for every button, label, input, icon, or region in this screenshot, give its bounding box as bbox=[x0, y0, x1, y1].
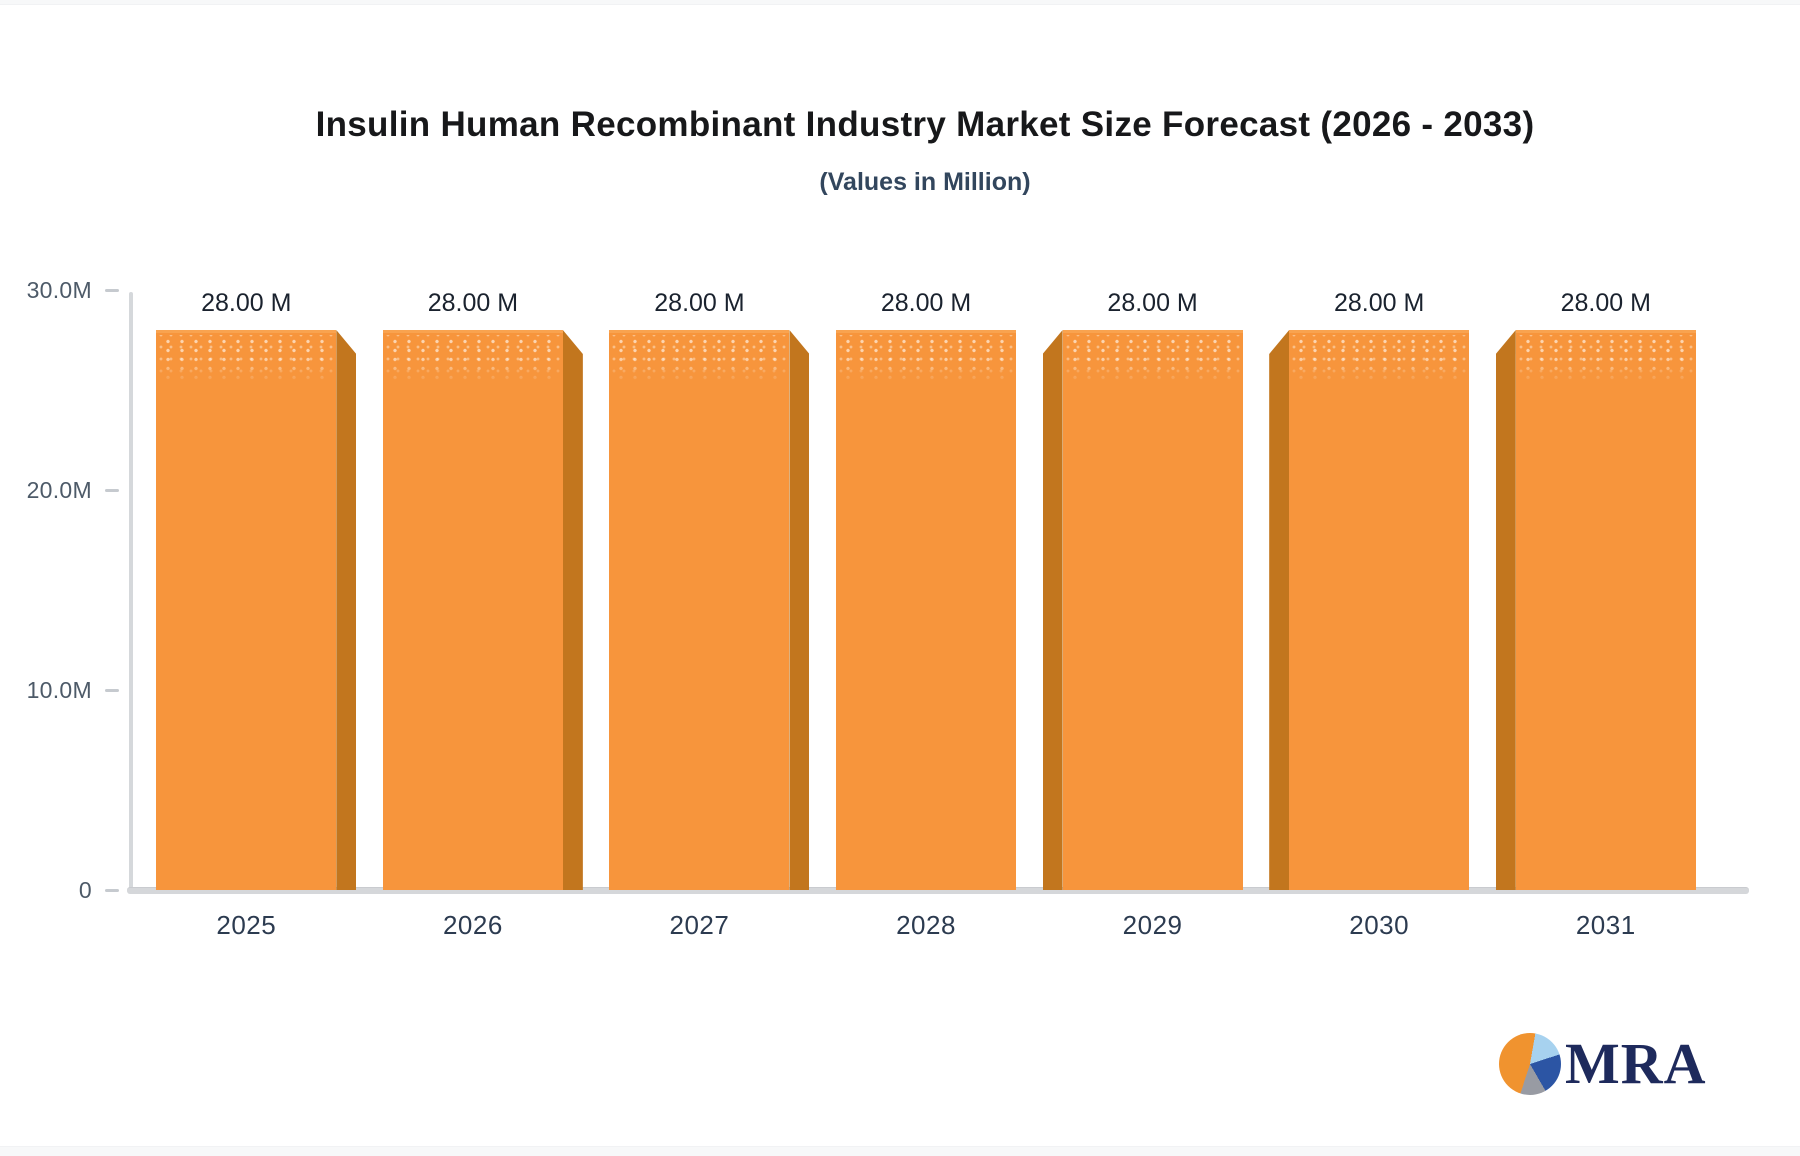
x-axis-label-2025: 2025 bbox=[216, 910, 277, 940]
x-axis-labels: 2025 2026 2027 2028 2029 2030 2031 bbox=[133, 910, 1719, 941]
x-axis-label-2026: 2026 bbox=[442, 910, 503, 940]
y-tick-label: 10.0M bbox=[26, 676, 92, 703]
bar-2025-side-face bbox=[336, 330, 357, 890]
bar-group-2027: 28.00 M bbox=[586, 289, 813, 890]
bar-value-label-2029: 28.00 M bbox=[1107, 289, 1198, 317]
y-tick-30.0M: 30.0M bbox=[0, 274, 119, 306]
y-tick-mark bbox=[105, 688, 119, 692]
bar-2030-side-face bbox=[1269, 330, 1290, 890]
bar-value-label-2030: 28.00 M bbox=[1334, 289, 1425, 317]
bar-group-2029: 28.00 M bbox=[1039, 289, 1266, 890]
y-tick-label: 20.0M bbox=[26, 476, 92, 503]
bar-group-2026: 28.00 M bbox=[360, 289, 587, 890]
y-tick-mark bbox=[105, 288, 119, 292]
x-axis-label-2030: 2030 bbox=[1349, 910, 1410, 940]
x-axis-label-2028: 2028 bbox=[896, 910, 956, 940]
bar-value-label-2027: 28.00 M bbox=[654, 289, 745, 317]
bar-value-label-2031: 28.00 M bbox=[1560, 289, 1651, 317]
logo-text: MRA bbox=[1565, 1031, 1707, 1096]
bar-2027-side-face bbox=[789, 330, 810, 890]
bar-2029-side-face bbox=[1042, 330, 1063, 890]
plot-area: 28.00 M 28.00 M 28.00 M 28.00 M 28.00 M 28.00… bbox=[133, 289, 1719, 890]
bar-group-2030: 28.00 M bbox=[1266, 289, 1493, 890]
bar-group-2025: 28.00 M bbox=[133, 289, 360, 890]
bar-2026-side-face bbox=[562, 330, 583, 890]
y-tick-mark bbox=[105, 888, 119, 892]
bar-2030[interactable] bbox=[1289, 330, 1470, 890]
bar-2027[interactable] bbox=[609, 330, 790, 890]
bar-2031-side-face bbox=[1495, 330, 1516, 890]
chart-title: Insulin Human Recombinant Industry Marke… bbox=[315, 105, 1535, 144]
bottom-edge-divider bbox=[0, 1146, 1800, 1156]
mra-logo: MRA bbox=[1499, 1033, 1707, 1095]
bar-2029[interactable] bbox=[1062, 330, 1243, 890]
chart-header: Insulin Human Recombinant Industry Marke… bbox=[130, 104, 1720, 197]
pie-chart-logo-icon bbox=[1499, 1033, 1561, 1095]
chart-subtitle: (Values in Million) bbox=[819, 168, 1031, 196]
bar-2028[interactable] bbox=[836, 330, 1017, 890]
y-tick-label: 30.0M bbox=[26, 276, 92, 303]
y-axis-line bbox=[129, 292, 133, 890]
x-axis-label-2029: 2029 bbox=[1122, 910, 1183, 940]
y-tick-10.0M: 10.0M bbox=[0, 674, 119, 706]
y-tick-label: 0 bbox=[78, 876, 92, 903]
bar-group-2031: 28.00 M bbox=[1492, 289, 1719, 890]
bar-value-label-2026: 28.00 M bbox=[427, 289, 519, 317]
top-edge-divider bbox=[0, 0, 1800, 5]
bar-value-label-2028: 28.00 M bbox=[880, 289, 972, 317]
x-axis-label-2031: 2031 bbox=[1575, 910, 1636, 940]
y-tick-0: 0 bbox=[0, 874, 119, 906]
bar-2026[interactable] bbox=[382, 330, 563, 890]
x-axis-label-2027: 2027 bbox=[669, 910, 730, 940]
bar-2025[interactable] bbox=[156, 330, 337, 890]
bar-group-2028: 28.00 M bbox=[813, 289, 1040, 890]
y-tick-mark bbox=[105, 488, 119, 492]
bar-2031[interactable] bbox=[1515, 330, 1696, 890]
bar-value-label-2025: 28.00 M bbox=[201, 289, 292, 317]
y-tick-20.0M: 20.0M bbox=[0, 474, 119, 506]
